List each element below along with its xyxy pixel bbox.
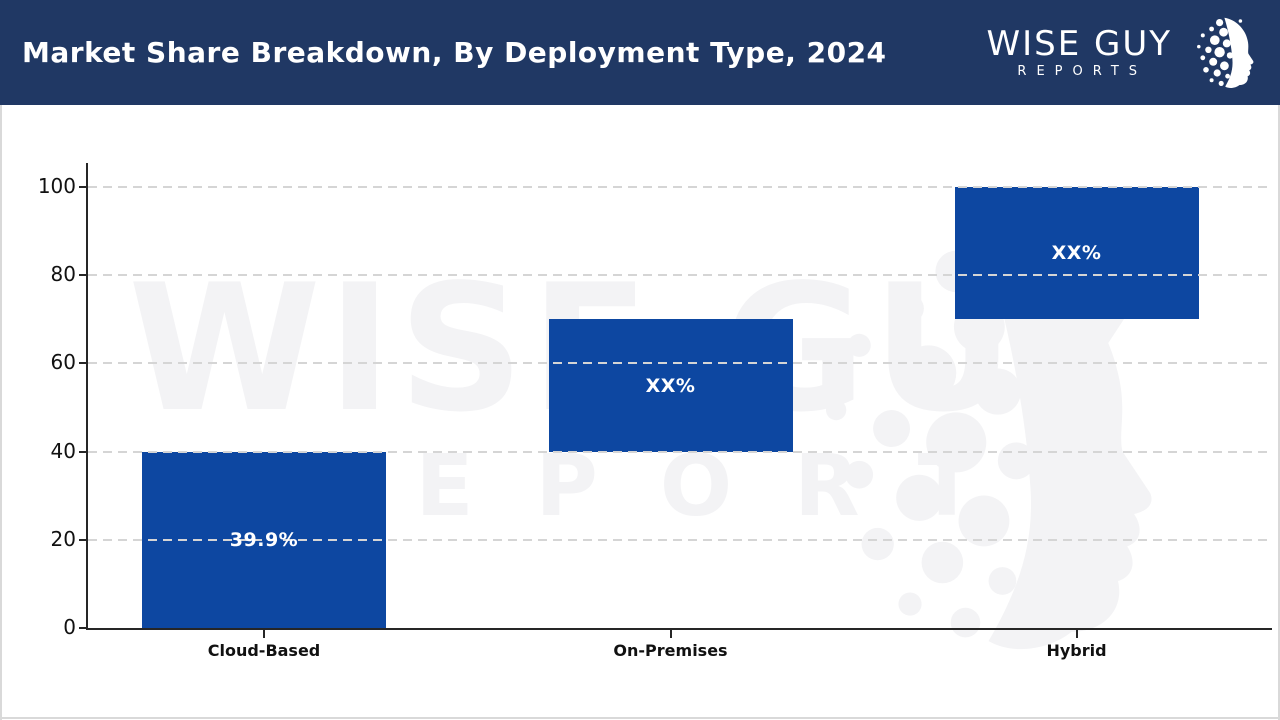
- y-tick: [79, 185, 87, 188]
- x-axis-label: Cloud-Based: [207, 641, 321, 660]
- left-border: [0, 105, 2, 720]
- gridline: [88, 362, 1272, 365]
- y-axis-label: 40: [50, 438, 76, 463]
- y-axis-label: 20: [50, 526, 76, 551]
- y-tick: [79, 450, 87, 453]
- page-title: Market Share Breakdown, By Deployment Ty…: [22, 36, 887, 69]
- y-tick: [79, 627, 87, 629]
- bar-segment: [548, 319, 793, 452]
- bar-value-label: XX%: [645, 374, 696, 397]
- gridline: [88, 450, 1272, 453]
- x-tick: [669, 630, 672, 638]
- x-axis-label: On-Premises: [613, 641, 728, 660]
- x-axis-spine: [86, 628, 1272, 630]
- y-axis-label: 0: [63, 615, 76, 639]
- logo-wiseguy-text: WISE GUY: [986, 24, 1172, 64]
- header: Market Share Breakdown, By Deployment Ty…: [0, 0, 1280, 105]
- y-axis-label: 100: [37, 173, 76, 198]
- y-axis-spine: [86, 163, 88, 630]
- logo-wordmark: WISE GUY REPORTS: [986, 27, 1172, 78]
- y-tick: [79, 538, 87, 541]
- wiseguy-face-icon: [1197, 17, 1254, 88]
- gridline: [88, 538, 1272, 541]
- y-tick: [79, 274, 87, 277]
- bar-value-label: XX%: [1051, 241, 1102, 264]
- x-tick: [1075, 630, 1078, 638]
- brand-logo: WISE GUY REPORTS: [986, 9, 1258, 97]
- logo-reports-text: REPORTS: [1017, 64, 1148, 79]
- right-border: [1278, 105, 1280, 720]
- bottom-border: [0, 717, 1280, 719]
- x-tick: [263, 630, 265, 638]
- gridline: [88, 185, 1272, 188]
- bar-segment: [954, 186, 1199, 320]
- y-axis-label: 60: [50, 350, 76, 375]
- bar-value-label: 39.9%: [229, 528, 299, 551]
- y-axis-label: 80: [50, 262, 76, 287]
- gridline: [88, 274, 1272, 277]
- y-tick: [79, 362, 87, 365]
- x-axis-label: Hybrid: [1046, 641, 1107, 660]
